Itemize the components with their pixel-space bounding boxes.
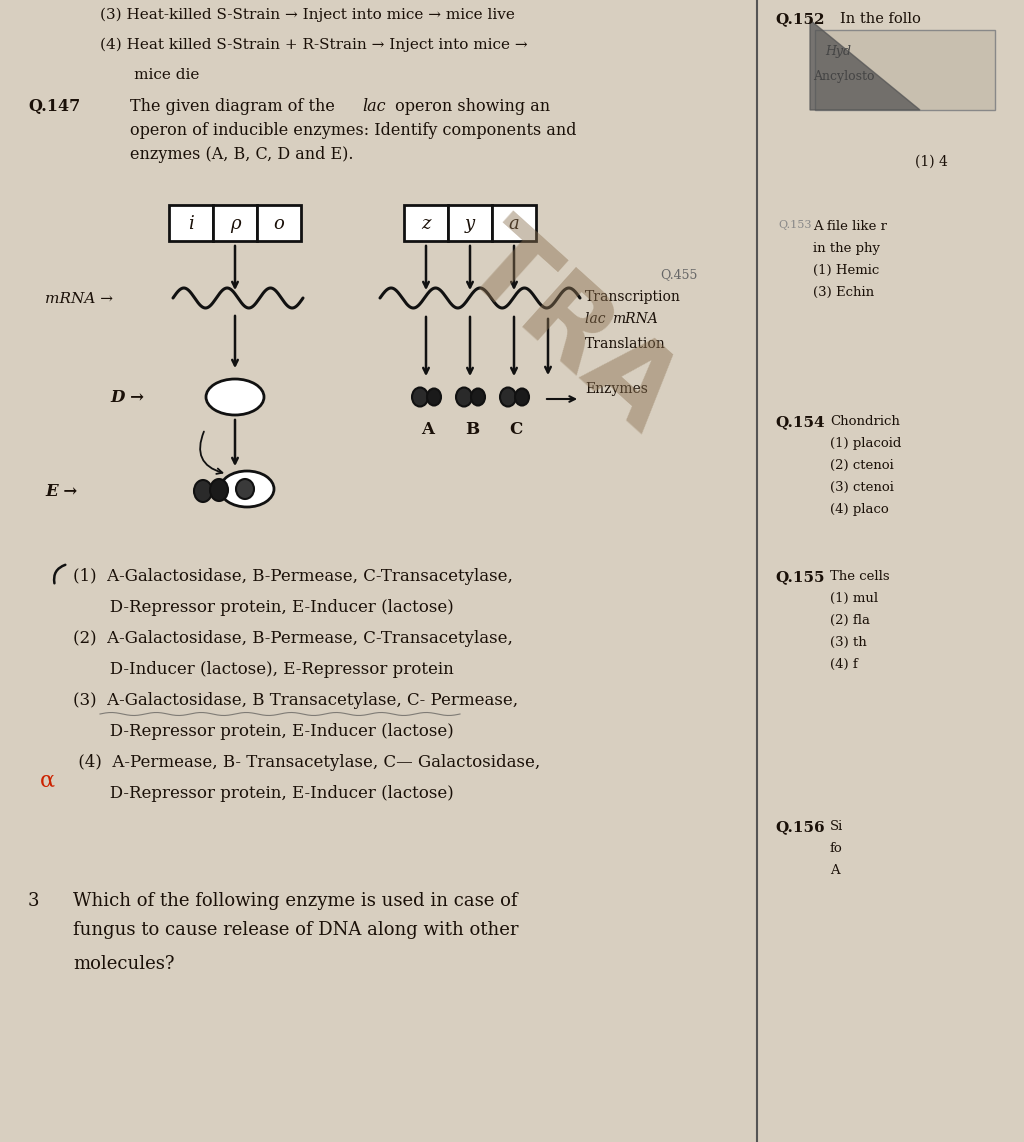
Text: enzymes (A, B, C, D and E).: enzymes (A, B, C, D and E). [130, 146, 353, 163]
Text: D-Repressor protein, E-Inducer (lactose): D-Repressor protein, E-Inducer (lactose) [73, 785, 454, 802]
Text: (1) mul: (1) mul [830, 592, 879, 605]
Text: (1) Hemic: (1) Hemic [813, 264, 880, 278]
Text: In the follo: In the follo [840, 13, 921, 26]
Ellipse shape [210, 478, 228, 501]
Text: D →: D → [110, 389, 144, 407]
Ellipse shape [412, 387, 428, 407]
Text: Q.153: Q.153 [778, 220, 811, 230]
Text: (2) ctenoi: (2) ctenoi [830, 459, 894, 472]
Text: (4) placo: (4) placo [830, 502, 889, 516]
Text: operon showing an: operon showing an [390, 98, 550, 115]
Text: A: A [830, 864, 840, 877]
Text: Chondrich: Chondrich [830, 415, 900, 428]
Bar [492, 206, 536, 241]
Text: D-Inducer (lactose), E-Repressor protein: D-Inducer (lactose), E-Repressor protein [73, 661, 454, 678]
Bar [815, 30, 995, 110]
Ellipse shape [194, 480, 212, 502]
Text: lac: lac [585, 312, 610, 325]
Text: The given diagram of the: The given diagram of the [130, 98, 340, 115]
Text: Hyd: Hyd [825, 45, 851, 58]
FancyArrowPatch shape [200, 432, 222, 474]
Text: lac: lac [362, 98, 386, 115]
Text: z: z [421, 215, 431, 233]
Text: molecules?: molecules? [73, 955, 174, 973]
Text: A: A [422, 421, 434, 439]
Ellipse shape [206, 379, 264, 415]
Text: (3) Echin: (3) Echin [813, 286, 874, 299]
Text: Q.154: Q.154 [775, 415, 824, 429]
Text: ρ: ρ [229, 215, 241, 233]
Polygon shape [810, 21, 920, 110]
Text: Transcription: Transcription [585, 290, 681, 304]
Text: The cells: The cells [830, 570, 890, 584]
Text: i: i [188, 215, 194, 233]
Text: (1) placoid: (1) placoid [830, 437, 901, 450]
Text: fungus to cause release of DNA along with other: fungus to cause release of DNA along wit… [73, 920, 518, 939]
Text: (2)  A-Galactosidase, B-Permease, C-Transacetylase,: (2) A-Galactosidase, B-Permease, C-Trans… [73, 630, 513, 648]
Text: (2) fla: (2) fla [830, 614, 870, 627]
Text: 3: 3 [28, 892, 40, 910]
Text: (4) f: (4) f [830, 658, 858, 671]
Text: Ancylosto: Ancylosto [813, 70, 874, 83]
Text: Q.156: Q.156 [775, 820, 824, 834]
Text: (3)  A-Galactosidase, B Transacetylase, C- Permease,: (3) A-Galactosidase, B Transacetylase, C… [73, 692, 518, 709]
Bar [404, 206, 449, 241]
Text: C: C [509, 421, 522, 439]
Bar [169, 206, 213, 241]
Text: Which of the following enzyme is used in case of: Which of the following enzyme is used in… [73, 892, 517, 910]
Text: Enzymes: Enzymes [585, 383, 648, 396]
Text: (1)  A-Galactosidase, B-Permease, C-Transacetylase,: (1) A-Galactosidase, B-Permease, C-Trans… [73, 568, 513, 585]
Text: in the phy: in the phy [813, 242, 880, 255]
Text: (4)  A-Permease, B- Transacetylase, C— Galactosidase,: (4) A-Permease, B- Transacetylase, C— Ga… [73, 754, 541, 771]
Ellipse shape [236, 478, 254, 499]
Text: fo: fo [830, 842, 843, 855]
Text: TRA: TRA [442, 208, 697, 452]
Bar [213, 206, 257, 241]
Ellipse shape [456, 387, 472, 407]
Text: E →: E → [45, 483, 77, 499]
Text: α: α [40, 770, 55, 793]
Text: y: y [465, 215, 475, 233]
Text: o: o [273, 215, 285, 233]
Text: D-Repressor protein, E-Inducer (lactose): D-Repressor protein, E-Inducer (lactose) [73, 600, 454, 616]
Ellipse shape [500, 387, 516, 407]
Ellipse shape [471, 388, 485, 405]
Text: A file like r: A file like r [813, 220, 887, 233]
Text: mice die: mice die [100, 69, 200, 82]
Text: mRNA: mRNA [612, 312, 657, 325]
Text: Translation: Translation [585, 337, 666, 351]
Text: Q.147: Q.147 [28, 98, 80, 115]
Text: mRNA →: mRNA → [45, 292, 113, 306]
Text: B: B [465, 421, 479, 439]
Ellipse shape [515, 388, 529, 405]
Text: operon of inducible enzymes: Identify components and: operon of inducible enzymes: Identify co… [130, 122, 577, 139]
Ellipse shape [220, 471, 274, 507]
Ellipse shape [427, 388, 441, 405]
Text: Q.152: Q.152 [775, 13, 824, 26]
Text: (4) Heat killed S-Strain + R-Strain → Inject into mice →: (4) Heat killed S-Strain + R-Strain → In… [100, 38, 527, 53]
Text: (3) Heat-killed S-Strain → Inject into mice → mice live: (3) Heat-killed S-Strain → Inject into m… [100, 8, 515, 23]
Text: (3) th: (3) th [830, 636, 866, 649]
Bar [257, 206, 301, 241]
Text: Q.155: Q.155 [775, 570, 824, 584]
Text: (1) 4: (1) 4 [915, 155, 948, 169]
Text: Q.455: Q.455 [660, 268, 697, 281]
Text: a: a [509, 215, 519, 233]
Text: D-Repressor protein, E-Inducer (lactose): D-Repressor protein, E-Inducer (lactose) [73, 723, 454, 740]
Bar [449, 206, 492, 241]
Text: (3) ctenoi: (3) ctenoi [830, 481, 894, 494]
Text: Si: Si [830, 820, 843, 833]
